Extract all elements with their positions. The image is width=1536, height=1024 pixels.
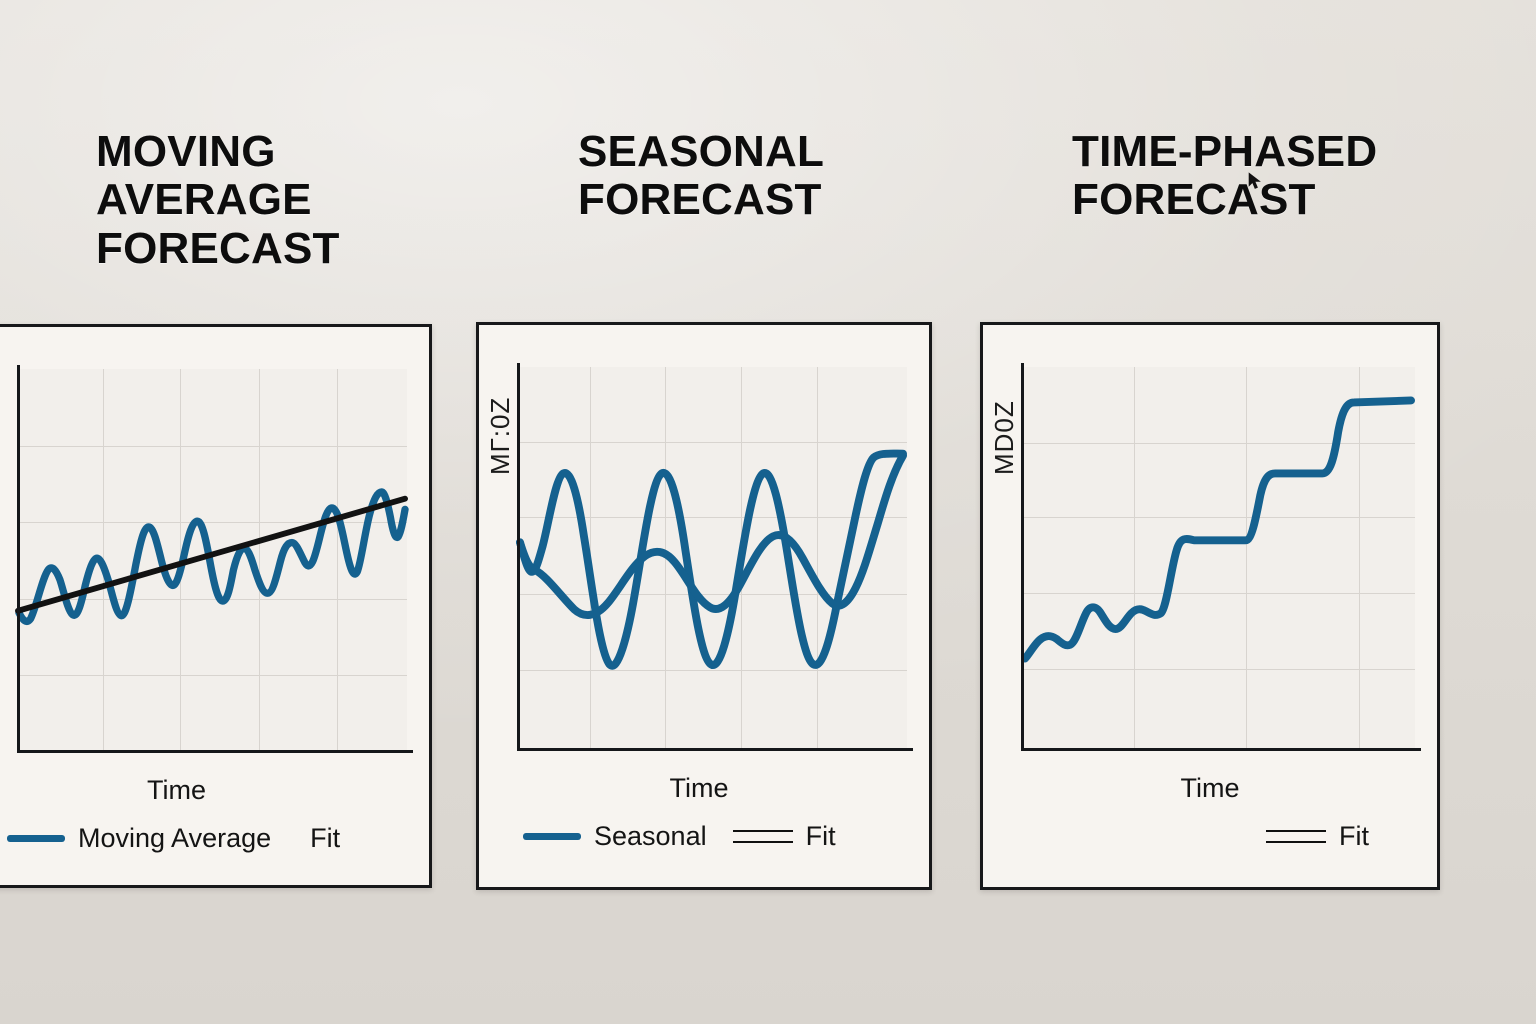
panel-title-seasonal: SEASONAL FORECAST [578, 127, 825, 225]
legend-time-phased: Fit [983, 821, 1437, 852]
legend-label: Fit [310, 823, 341, 853]
x-axis [1021, 748, 1421, 751]
series-moving-average [15, 488, 409, 626]
plot-area-time-phased [1020, 363, 1421, 751]
line-seasonal [516, 449, 907, 670]
legend-label: Moving Average [78, 823, 272, 853]
legend-item-fit[interactable]: Fit [1266, 821, 1369, 852]
line-time-phased-steps [1020, 396, 1415, 663]
x-axis-label: Time [669, 773, 729, 803]
legend-label: Fit [805, 821, 836, 851]
plot-area-seasonal [516, 363, 913, 751]
line-seasonal-fit [516, 451, 907, 619]
y-axis-label: MГ:0Z [485, 396, 515, 475]
series-time-phased [1020, 396, 1415, 663]
chart-panel-time-phased: MD0Z Time Fit [980, 322, 1440, 890]
panel-title-moving-average: MOVING AVERAGE FORECAST [96, 127, 340, 273]
plot-area-moving-average [15, 365, 413, 753]
series-seasonal [516, 449, 907, 670]
line-moving-average [15, 488, 409, 626]
x-axis [517, 748, 913, 751]
y-axis-label: MD0Z [989, 400, 1019, 475]
gridlines [1021, 367, 1415, 751]
x-axis-label: Time [1180, 773, 1240, 803]
panel-title-time-phased: TIME-PHASED FORECAST [1072, 127, 1378, 225]
chart-panel-moving-average: Time Moving Average Fit [0, 324, 432, 888]
legend-label: Seasonal [594, 821, 707, 851]
y-axis [517, 363, 520, 751]
x-axis-label: Time [147, 775, 206, 805]
line-fit-trend [15, 495, 408, 614]
y-axis [1021, 363, 1024, 751]
legend-swatch-line-icon [7, 835, 65, 842]
legend-swatch-line-icon [523, 833, 581, 840]
legend-item-fit[interactable]: Fit [732, 821, 836, 852]
legend-item-seasonal[interactable]: Seasonal [523, 821, 707, 852]
legend-swatch-double-line-icon [1266, 830, 1326, 843]
chart-panel-seasonal: MГ:0Z Time Seasonal Fit [476, 322, 932, 890]
plot-background [1021, 367, 1415, 751]
plot-background [517, 367, 907, 751]
legend-seasonal: Seasonal Fit [479, 821, 929, 852]
legend-item-moving-average[interactable]: Moving Average [7, 823, 271, 854]
legend-moving-average: Moving Average Fit [0, 823, 429, 854]
legend-item-fit[interactable]: Fit [297, 823, 340, 854]
legend-label: Fit [1339, 821, 1369, 851]
legend-swatch-double-line-icon [732, 830, 793, 843]
x-axis [17, 750, 413, 753]
y-axis [17, 365, 20, 753]
